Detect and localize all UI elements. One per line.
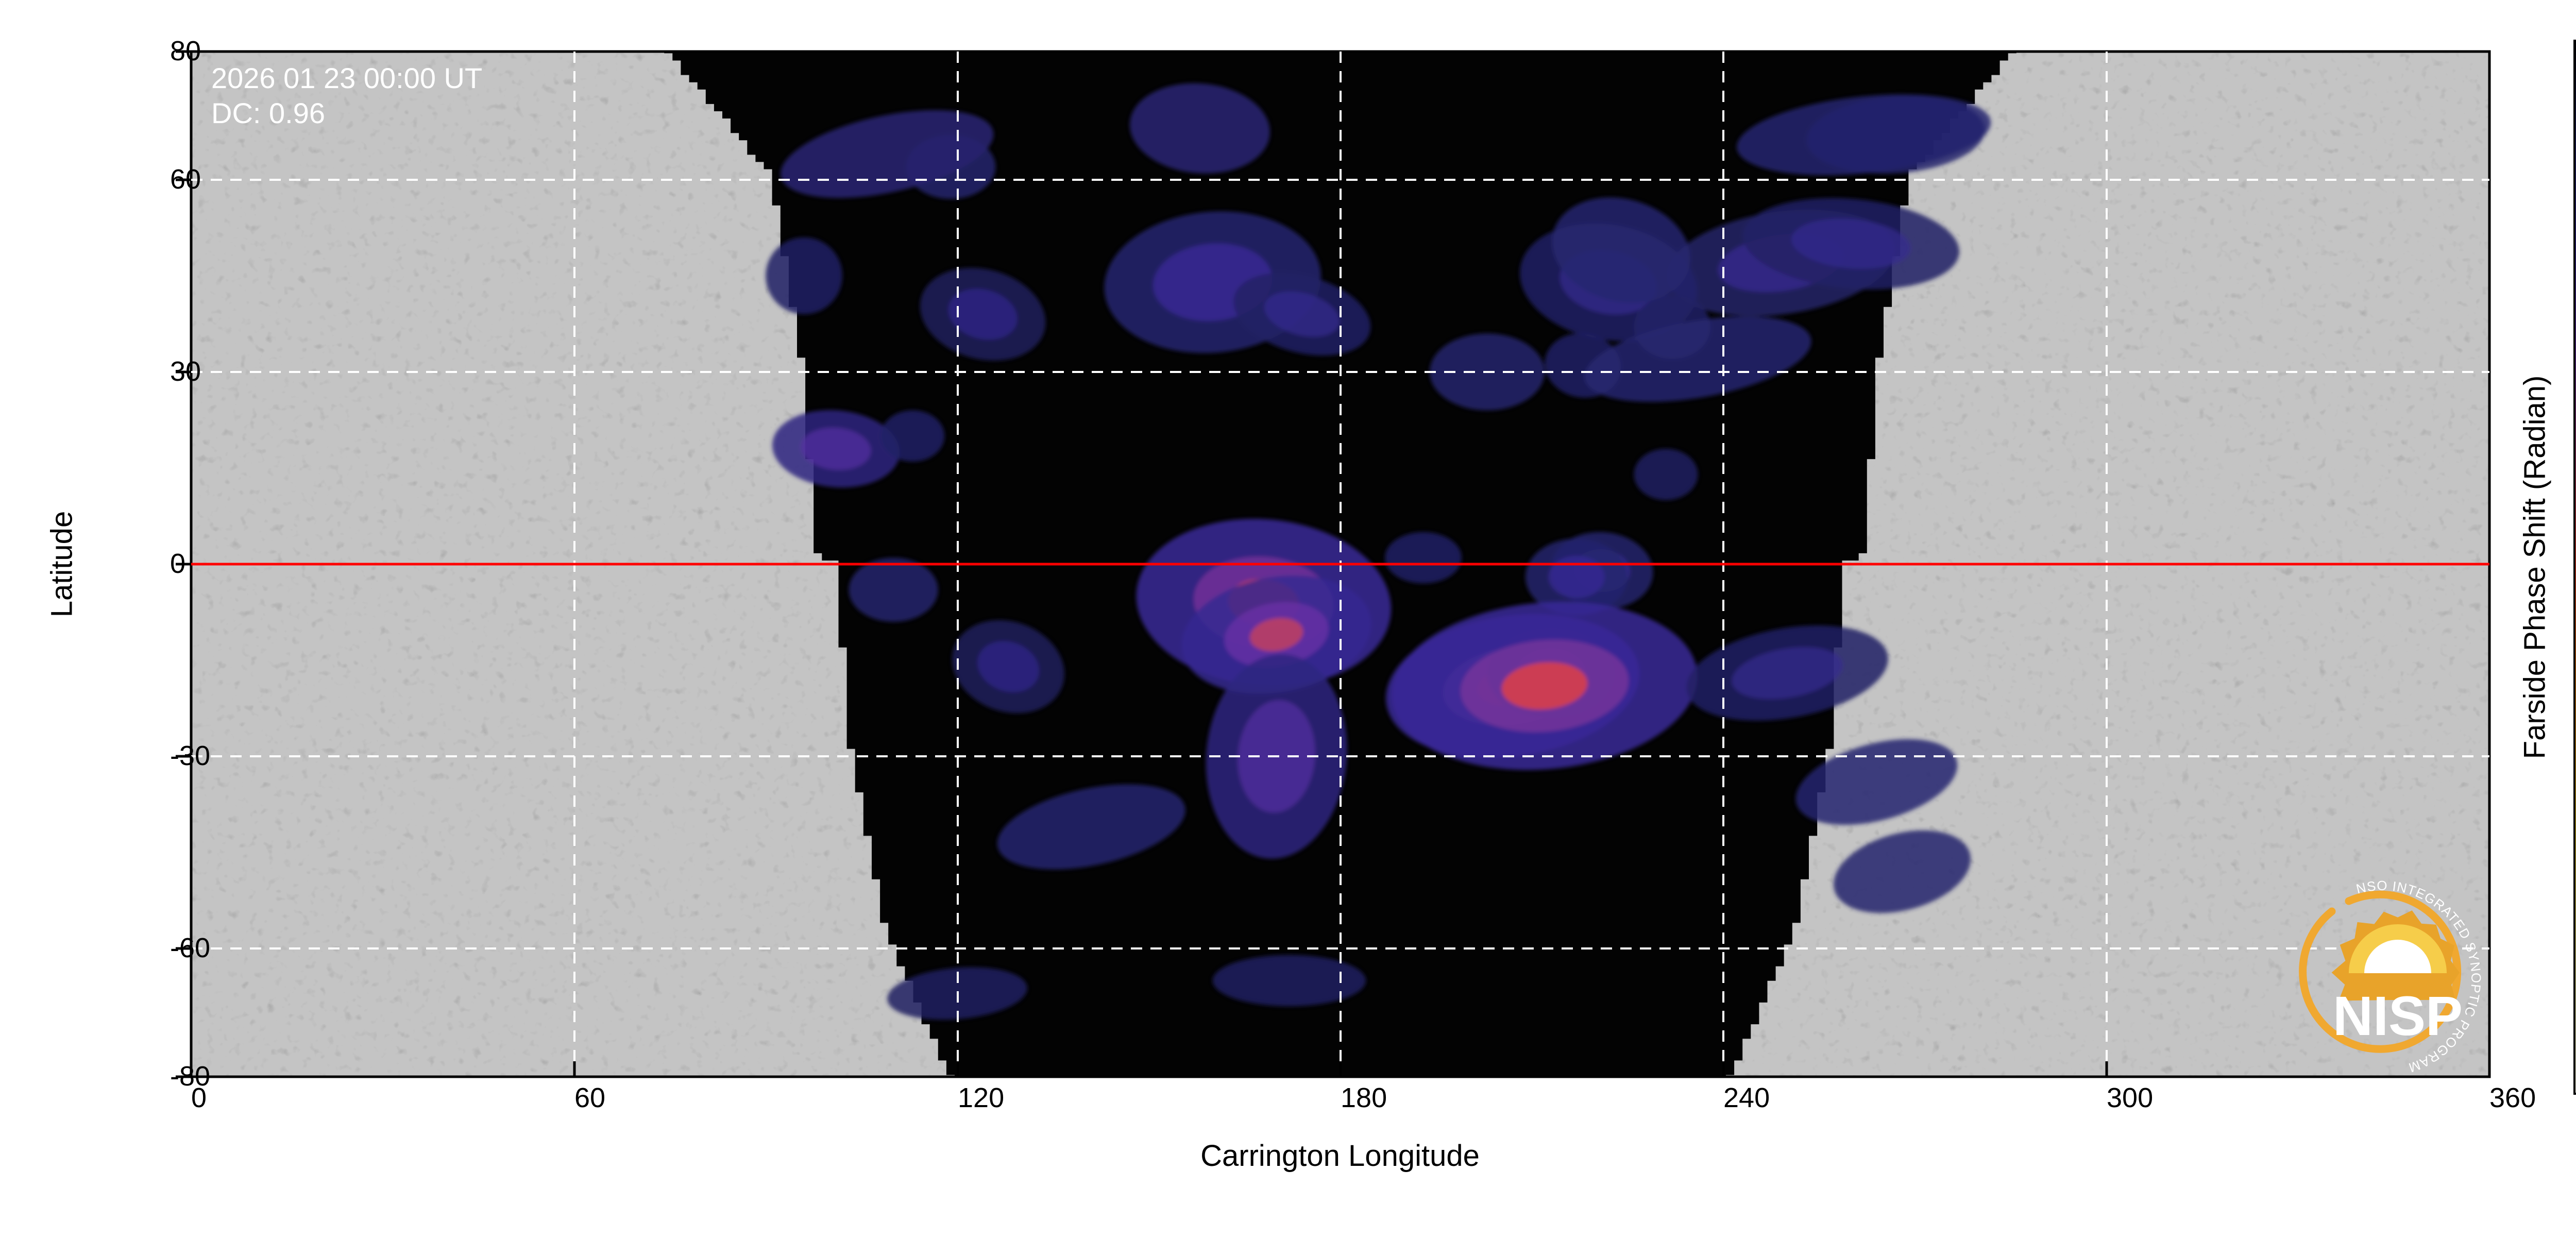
svg-text:NISP: NISP bbox=[2333, 985, 2463, 1047]
